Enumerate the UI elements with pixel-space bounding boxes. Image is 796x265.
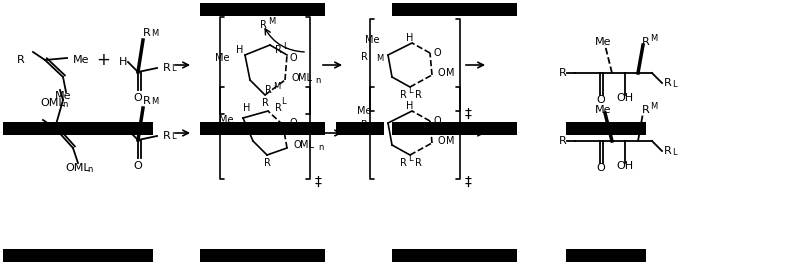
Text: R: R <box>275 45 282 55</box>
Bar <box>200 249 325 262</box>
Text: OH: OH <box>616 161 634 171</box>
Text: L: L <box>672 80 677 89</box>
Text: L: L <box>281 97 286 106</box>
Text: ‡: ‡ <box>465 175 472 189</box>
Text: R: R <box>260 20 267 30</box>
Text: R: R <box>361 120 368 130</box>
Text: O: O <box>434 116 442 126</box>
Text: M: M <box>446 136 455 146</box>
Text: O: O <box>289 118 297 128</box>
Text: Me: Me <box>357 106 372 116</box>
Text: M: M <box>151 97 158 106</box>
Text: H: H <box>236 45 244 55</box>
Bar <box>566 122 646 135</box>
Text: M: M <box>376 122 383 131</box>
Text: R: R <box>275 103 282 113</box>
Text: O: O <box>290 53 298 63</box>
Text: R: R <box>642 105 650 115</box>
Text: O: O <box>438 68 446 78</box>
Bar <box>3 249 153 262</box>
Text: O: O <box>291 73 298 83</box>
Text: H: H <box>406 33 414 43</box>
Text: R: R <box>143 96 150 106</box>
Text: R: R <box>664 146 672 156</box>
Text: R: R <box>415 158 422 168</box>
Text: O: O <box>597 163 606 173</box>
Bar <box>392 249 517 262</box>
Text: R: R <box>18 55 25 65</box>
Text: R: R <box>143 28 150 38</box>
Text: L: L <box>408 86 412 95</box>
Text: R: R <box>163 131 171 141</box>
Text: n: n <box>87 165 92 174</box>
Text: R: R <box>361 52 368 62</box>
Text: M: M <box>268 17 275 26</box>
Text: R: R <box>664 78 672 88</box>
Text: L: L <box>672 148 677 157</box>
Text: OML: OML <box>65 163 90 173</box>
Bar <box>336 122 384 135</box>
Text: Me: Me <box>218 115 233 125</box>
Text: H: H <box>244 103 251 113</box>
Text: ‡: ‡ <box>315 175 322 189</box>
Text: L: L <box>283 42 287 51</box>
Text: +: + <box>96 119 110 137</box>
Text: R: R <box>263 158 271 168</box>
Text: Me: Me <box>595 37 611 47</box>
Text: R: R <box>560 136 567 146</box>
Bar <box>3 122 153 135</box>
Text: R: R <box>262 98 268 108</box>
Text: R: R <box>163 63 171 73</box>
Text: M: M <box>446 68 455 78</box>
Text: L: L <box>408 154 412 163</box>
Text: n: n <box>62 100 68 109</box>
Text: R: R <box>400 90 407 100</box>
Text: OML: OML <box>40 98 64 108</box>
Text: Me: Me <box>73 55 89 65</box>
Text: +: + <box>96 51 110 69</box>
Text: Me: Me <box>595 105 611 115</box>
Text: R: R <box>265 85 272 95</box>
Text: H: H <box>406 101 414 111</box>
Bar <box>392 3 517 16</box>
Text: OH: OH <box>616 93 634 103</box>
Text: Me: Me <box>365 35 380 45</box>
Text: M: M <box>273 82 280 91</box>
Text: M: M <box>650 102 657 111</box>
Text: R: R <box>29 123 37 133</box>
Text: ML: ML <box>298 73 312 83</box>
Text: O: O <box>134 161 142 171</box>
Text: M: M <box>650 34 657 43</box>
Text: H: H <box>119 125 127 135</box>
Text: O: O <box>134 93 142 103</box>
Text: ML: ML <box>300 140 314 150</box>
Text: O: O <box>438 136 446 146</box>
Text: R: R <box>400 158 407 168</box>
Bar <box>566 249 646 262</box>
Text: Me: Me <box>216 53 230 63</box>
Text: O: O <box>434 48 442 58</box>
Text: H: H <box>119 57 127 67</box>
Text: R: R <box>642 37 650 47</box>
Text: O: O <box>293 140 301 150</box>
Text: n: n <box>315 76 320 85</box>
Bar <box>200 3 325 16</box>
Text: O: O <box>597 95 606 105</box>
Bar <box>200 122 325 135</box>
Text: R: R <box>560 68 567 78</box>
Text: M: M <box>376 54 383 63</box>
Text: ‡: ‡ <box>465 107 472 121</box>
Text: L: L <box>171 132 176 141</box>
Text: Me: Me <box>55 91 72 101</box>
Text: M: M <box>151 29 158 38</box>
Text: n: n <box>318 143 323 152</box>
Text: R: R <box>415 90 422 100</box>
Bar <box>392 122 517 135</box>
Text: L: L <box>171 64 176 73</box>
